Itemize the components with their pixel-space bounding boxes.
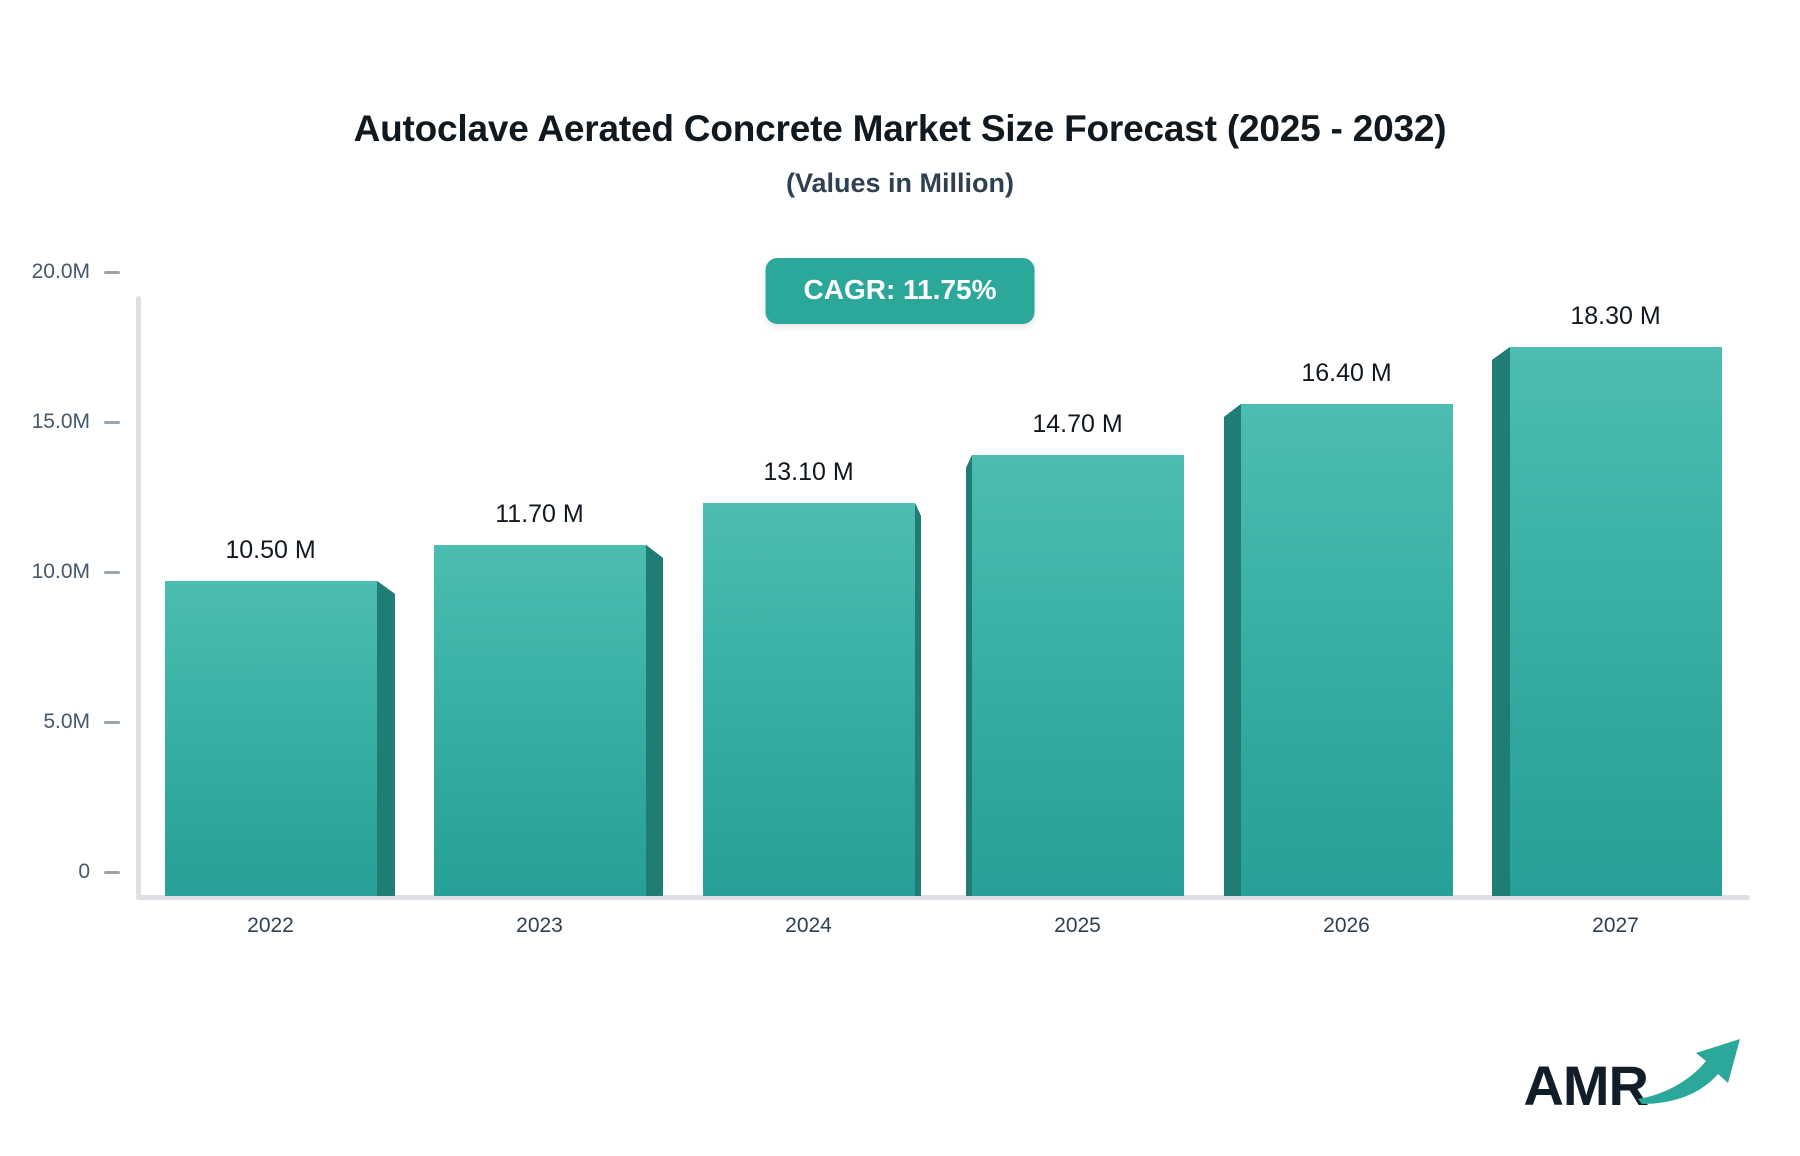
y-axis-tick: 20.0M (32, 260, 120, 284)
y-axis-tick: 10.0M (32, 560, 120, 584)
y-axis-tick-label: 15.0M (31, 410, 90, 433)
y-axis-tick: 5.0M (43, 710, 120, 734)
y-axis-tick-mark (104, 720, 120, 724)
bar-face (1509, 347, 1722, 896)
bar-value-label: 13.10 M (763, 458, 854, 486)
bar-column[interactable]: 14.70 M 2025 (965, 296, 1184, 937)
bar[interactable] (1223, 404, 1453, 896)
bar-column[interactable]: 13.10 M 2024 (702, 296, 921, 937)
bar-column[interactable]: 18.30 M 2027 (1491, 296, 1722, 937)
bar[interactable] (1491, 347, 1722, 896)
chart-subtitle: (Values in Million) (785, 168, 1015, 198)
x-axis-category-label: 2026 (1323, 914, 1370, 937)
y-axis-line (136, 296, 141, 896)
x-axis-category-label: 2022 (247, 914, 294, 937)
bar-top-bevel (1491, 347, 1510, 360)
x-axis-category-label: 2024 (785, 914, 832, 937)
bar-top-bevel (914, 503, 921, 516)
bar-side-panel (376, 594, 395, 896)
bar-top-bevel (645, 545, 663, 558)
amr-logo-text: AMR (1523, 1054, 1649, 1117)
x-axis-category-label: 2023 (516, 914, 563, 937)
y-axis-tick: 15.0M (32, 410, 120, 434)
growth-arrow-icon (1636, 1033, 1744, 1110)
bar-side-panel (914, 516, 921, 896)
y-axis-tick: 0 (78, 860, 120, 884)
bar-value-label: 16.40 M (1301, 359, 1392, 387)
plot-area: 0 5.0M 10.0M 15.0M 20.0M 10.50 M 2022 11.70 M 2… (32, 260, 1750, 937)
x-axis-line (136, 895, 1750, 900)
y-axis-tick-label: 0 (78, 860, 90, 883)
bar-side-panel (1491, 360, 1510, 896)
y-axis-tick-mark (104, 420, 120, 424)
bar-face (702, 503, 915, 896)
x-axis-category-label: 2025 (1054, 914, 1101, 937)
bar-face (1240, 404, 1453, 896)
bar-top-bevel (1223, 404, 1241, 417)
y-axis-tick-mark (104, 570, 120, 574)
bar-column[interactable]: 10.50 M 2022 (164, 296, 395, 937)
cagr-badge: CAGR: 11.75% (765, 258, 1035, 324)
bar[interactable] (164, 581, 395, 896)
bar-top-bevel (965, 455, 972, 468)
bar-value-label: 18.30 M (1570, 302, 1661, 330)
y-axis-tick-label: 5.0M (43, 710, 90, 733)
bar-side-panel (645, 558, 663, 896)
bar[interactable] (702, 503, 921, 896)
y-axis-tick-mark (104, 270, 120, 274)
amr-logo: AMR (1523, 1033, 1744, 1114)
bar-face (164, 581, 377, 896)
bar-face (971, 455, 1184, 896)
bar-top-bevel (376, 581, 395, 594)
bar-side-panel (965, 468, 972, 896)
bar-side-panel (1223, 417, 1241, 896)
bar-value-label: 14.70 M (1032, 410, 1123, 438)
y-axis-tick-mark (104, 870, 120, 874)
bar-column[interactable]: 11.70 M 2023 (433, 296, 663, 937)
bar[interactable] (433, 545, 663, 896)
x-axis-category-label: 2027 (1592, 914, 1639, 937)
bar-column[interactable]: 16.40 M 2026 (1223, 296, 1453, 937)
bar[interactable] (965, 455, 1184, 896)
y-axis-tick-label: 20.0M (31, 260, 90, 283)
bar-value-label: 10.50 M (225, 536, 316, 564)
chart-title: Autoclave Aerated Concrete Market Size F… (353, 108, 1447, 149)
bar-value-label: 11.70 M (495, 500, 584, 528)
y-axis-tick-label: 10.0M (31, 560, 90, 583)
bar-face (433, 545, 646, 896)
